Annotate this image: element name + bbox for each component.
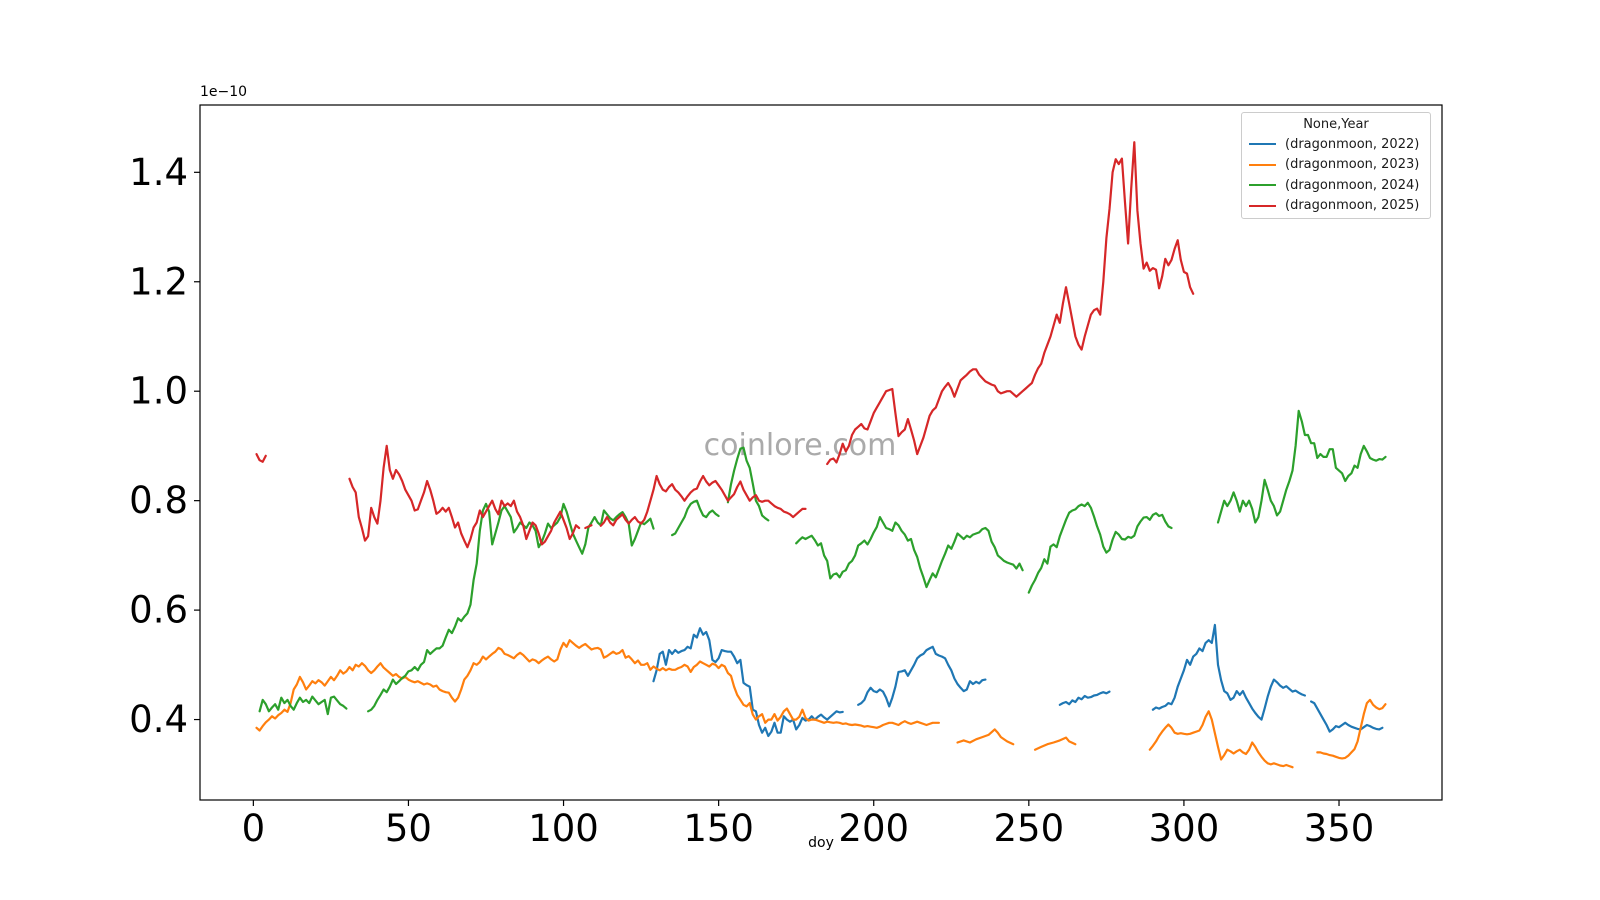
series-line-2025 [348,444,581,549]
x-tick-label: 100 [528,807,599,850]
series-line-2025 [255,453,267,463]
y-tick-label: 0.8 [129,479,188,522]
y-tick-label: 1.2 [129,260,188,303]
legend-rows: (dragonmoon, 2022) (dragonmoon, 2023) (dra… [1249,134,1423,216]
series-line-2024 [726,446,770,522]
axis-ticks: 0 50 100 150 200 250 300 350 0.4 0.6 0.8 1.0 1.2 1.4 [129,151,1374,850]
y-axis-offset-label: 1e−10 [200,84,247,100]
series-line-2023 [1316,698,1387,760]
x-tick-label: 300 [1149,807,1220,850]
series-line-2024 [1027,501,1173,594]
legend-swatch-2023 [1249,163,1276,166]
series-line-2022 [1309,700,1384,733]
legend-label-2023: (dragonmoon, 2023) [1285,157,1420,173]
x-tick-label: 0 [242,807,266,850]
x-tick-label: 200 [838,807,909,850]
series-line-2023 [956,728,1015,746]
series-line-2024 [258,695,348,716]
series-line-2023 [255,639,941,732]
series-line-2023 [1148,710,1294,769]
series-line-2023 [1033,736,1077,751]
legend-row-2025: (dragonmoon, 2025) [1249,196,1423,217]
legend-label-2022: (dragonmoon, 2022) [1285,136,1420,152]
series-line-2024 [367,502,655,713]
series-line-2025 [826,141,1195,466]
legend-label-2025: (dragonmoon, 2025) [1285,198,1420,214]
x-tick-label: 350 [1304,807,1375,850]
y-tick-label: 0.6 [129,589,188,632]
series-line-2024 [795,515,1024,589]
legend-row-2022: (dragonmoon, 2022) [1249,134,1423,155]
series-line-2022 [1151,623,1307,721]
series-line-2025 [584,524,593,530]
y-tick-label: 1.4 [129,151,188,194]
series-line-2025 [599,474,807,527]
x-axis-label: doy [808,835,834,851]
legend-row-2024: (dragonmoon, 2024) [1249,175,1423,196]
y-tick-label: 1.0 [129,370,188,413]
plot-area-border [199,104,1443,801]
series-line-2022 [1058,690,1111,706]
legend-row-2023: (dragonmoon, 2023) [1249,155,1423,176]
legend-swatch-2025 [1249,204,1276,207]
legend-title: None,Year [1303,117,1369,132]
legend-swatch-2024 [1249,184,1276,187]
y-tick-label: 0.4 [129,698,188,741]
legend-swatch-2022 [1249,143,1276,146]
x-tick-label: 50 [385,807,432,850]
watermark: coinlore.com [704,428,897,463]
series-line-2022 [857,645,987,708]
series-line-2024 [1216,409,1387,524]
x-tick-label: 250 [994,807,1065,850]
series-line-2024 [670,499,720,537]
x-tick-label: 150 [683,807,754,850]
legend-label-2024: (dragonmoon, 2024) [1285,177,1420,193]
legend: None,Year (dragonmoon, 2022) (dragonmoon,… [1241,112,1431,219]
series-line-2022 [652,627,844,738]
series-lines [255,141,1387,769]
